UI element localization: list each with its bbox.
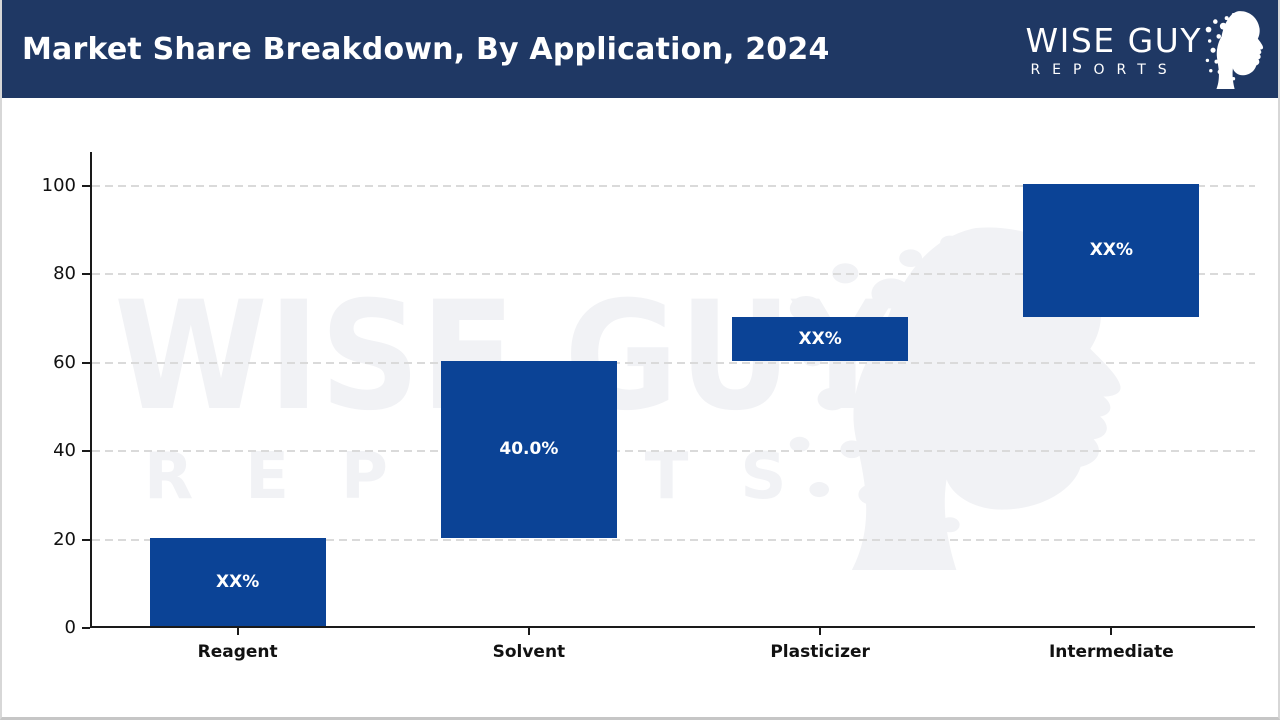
y-tick-label-80: 80 (53, 263, 76, 285)
page-title: Market Share Breakdown, By Application, … (22, 31, 830, 67)
x-tick-solvent (527, 628, 530, 635)
y-tick-label-100: 100 (41, 175, 76, 196)
x-label-plasticizer: Plasticizer (770, 642, 870, 662)
x-tick-plasticizer (819, 628, 822, 635)
bar-value-label-reagent: XX% (216, 571, 260, 592)
y-tick-label-0: 0 (64, 617, 76, 638)
brand-logo: WISE GUY REPORTS (1025, 4, 1272, 94)
y-tick-80 (82, 273, 90, 276)
y-tick-60 (82, 361, 90, 364)
bar-value-label-plasticizer: XX% (798, 328, 842, 349)
y-tick-label-60: 60 (53, 351, 76, 373)
y-tick-20 (82, 538, 90, 541)
y-tick-100 (82, 185, 90, 187)
x-label-reagent: Reagent (197, 642, 278, 662)
y-tick-0 (82, 627, 90, 629)
logo-wordmark: WISE GUY (1025, 20, 1202, 60)
bar-intermediate: XX% (1023, 184, 1200, 317)
gridline-40 (92, 450, 1255, 453)
x-tick-reagent (236, 628, 239, 635)
x-tick-intermediate (1110, 628, 1113, 635)
x-label-solvent: Solvent (492, 642, 566, 662)
wiseguy-face-icon (1205, 11, 1264, 89)
gridline-100 (92, 185, 1255, 187)
plot-area: 0 20 40 60 80 100 Reagent XX% Solvent 40.0% Plasti… (42, 152, 1255, 662)
y-tick-label-20: 20 (53, 528, 76, 550)
bar-value-label-solvent: 40.0% (499, 439, 559, 460)
x-label-intermediate: Intermediate (1048, 642, 1174, 662)
gridline-20 (92, 538, 1255, 541)
gridline-80 (92, 273, 1255, 276)
logo-subtext: REPORTS (1030, 61, 1179, 78)
bar-solvent: 40.0% (440, 360, 617, 538)
gridline-60 (92, 361, 1255, 364)
y-tick-label-40: 40 (53, 440, 76, 462)
header: Market Share Breakdown, By Application, … (2, 0, 1278, 98)
bar-value-label-intermediate: XX% (1089, 240, 1133, 261)
logo-text: WISE GUY REPORTS (1025, 21, 1202, 78)
y-tick-40 (82, 450, 90, 453)
bar-reagent: XX% (149, 537, 326, 626)
bar-plasticizer: XX% (732, 316, 909, 361)
